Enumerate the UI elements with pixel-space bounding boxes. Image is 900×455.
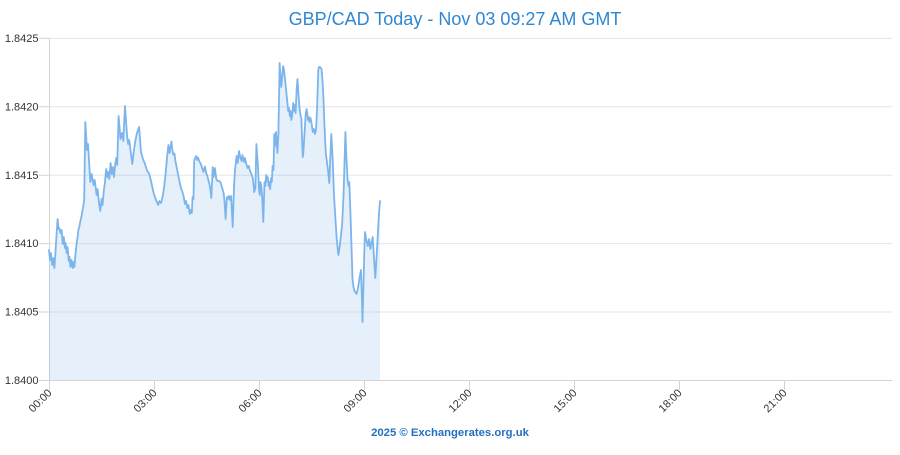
svg-text:2025 © Exchangerates.org.uk: 2025 © Exchangerates.org.uk — [371, 427, 529, 439]
svg-text:GBP/CAD Today - Nov 03 09:27 A: GBP/CAD Today - Nov 03 09:27 AM GMT — [289, 9, 622, 29]
svg-text:1.8410: 1.8410 — [5, 238, 39, 250]
svg-text:1.8415: 1.8415 — [5, 170, 39, 182]
svg-text:1.8425: 1.8425 — [5, 33, 39, 45]
svg-text:1.8420: 1.8420 — [5, 101, 39, 113]
svg-text:1.8400: 1.8400 — [5, 375, 39, 387]
svg-text:1.8405: 1.8405 — [5, 307, 39, 319]
